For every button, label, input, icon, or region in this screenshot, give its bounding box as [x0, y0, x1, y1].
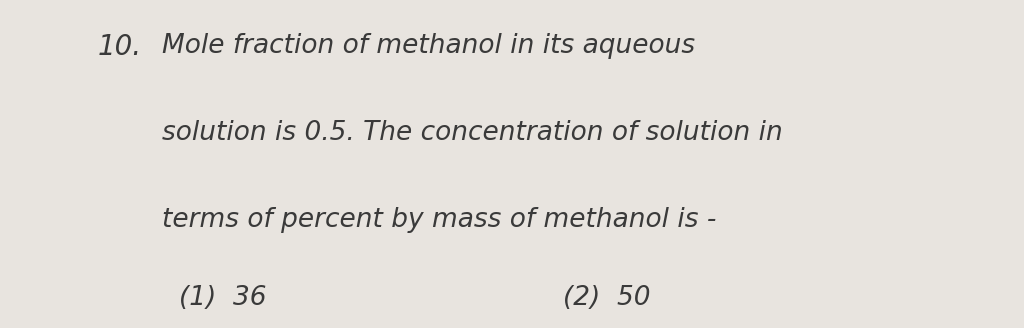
Text: Mole fraction of methanol in its aqueous: Mole fraction of methanol in its aqueous [162, 33, 695, 59]
Text: terms of percent by mass of methanol is -: terms of percent by mass of methanol is … [162, 207, 716, 233]
Text: (2)  50: (2) 50 [563, 285, 650, 311]
Text: (1)  36: (1) 36 [179, 285, 266, 311]
Text: solution is 0.5. The concentration of solution in: solution is 0.5. The concentration of so… [162, 120, 782, 146]
Text: 10.: 10. [97, 33, 141, 61]
